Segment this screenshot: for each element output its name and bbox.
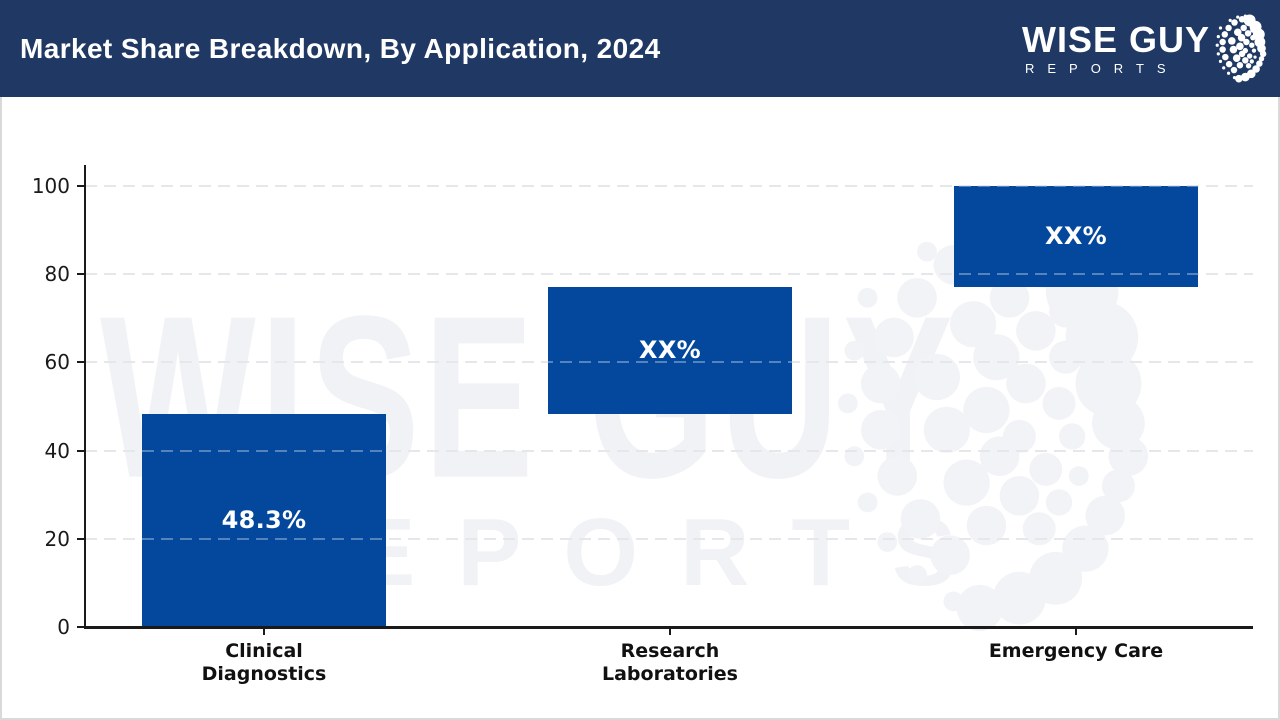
y-tick-label-40: 40: [44, 438, 70, 463]
y-tick-label-20: 20: [44, 526, 70, 551]
y-tick-label-100: 100: [31, 174, 70, 198]
gridline-overlay-60: [85, 361, 1253, 364]
wise-guy-reports-logo: WISE GUY REPORTS: [1022, 8, 1268, 90]
y-tick-20: [77, 537, 84, 540]
gridline-overlay-80: [85, 273, 1253, 276]
y-tick-60: [77, 361, 84, 364]
logo-secondary-text: REPORTS: [1024, 61, 1179, 76]
y-tick-label-0: 0: [57, 615, 70, 639]
y-tick-0: [77, 626, 84, 628]
logo-face-icon: [1214, 8, 1268, 90]
gridline-overlay-100: [85, 185, 1253, 187]
x-category-label-2: Research Laboratories: [602, 640, 738, 685]
x-category-label-3: Emergency Care: [988, 640, 1164, 662]
bar-segment-1: 48.3%: [142, 413, 386, 627]
x-category-label-1: Clinical Diagnostics: [201, 640, 327, 685]
gridline-overlay-20: [85, 537, 1253, 540]
y-axis-line: [84, 165, 86, 629]
y-tick-100: [77, 185, 84, 187]
x-tick-2: [669, 629, 671, 635]
y-tick-80: [77, 273, 84, 276]
bar-segment-2: XX%: [548, 286, 792, 414]
y-tick-label-80: 80: [44, 262, 70, 287]
x-tick-1: [263, 629, 265, 635]
bar-value-label-3: XX%: [1045, 222, 1107, 251]
gridline-20: [85, 537, 1253, 540]
bar-value-label-2: XX%: [639, 336, 701, 365]
y-tick-label-60: 60: [44, 350, 70, 375]
logo-primary-text: WISE GUY: [1021, 19, 1210, 60]
bar-value-label-1: 48.3%: [221, 506, 307, 535]
logo-text: WISE GUY REPORTS: [1021, 19, 1210, 76]
x-axis-line: [84, 626, 1253, 629]
gridline-80: [85, 273, 1253, 276]
gridline-overlay-40: [85, 449, 1253, 452]
x-tick-3: [1075, 629, 1077, 635]
chart-title: Market Share Breakdown, By Application, …: [20, 32, 661, 64]
y-tick-40: [77, 449, 84, 452]
gridline-40: [85, 449, 1253, 452]
bar-segment-3: XX%: [954, 186, 1198, 287]
header-bar: Market Share Breakdown, By Application, …: [0, 0, 1280, 97]
gridline-100: [85, 185, 1253, 187]
